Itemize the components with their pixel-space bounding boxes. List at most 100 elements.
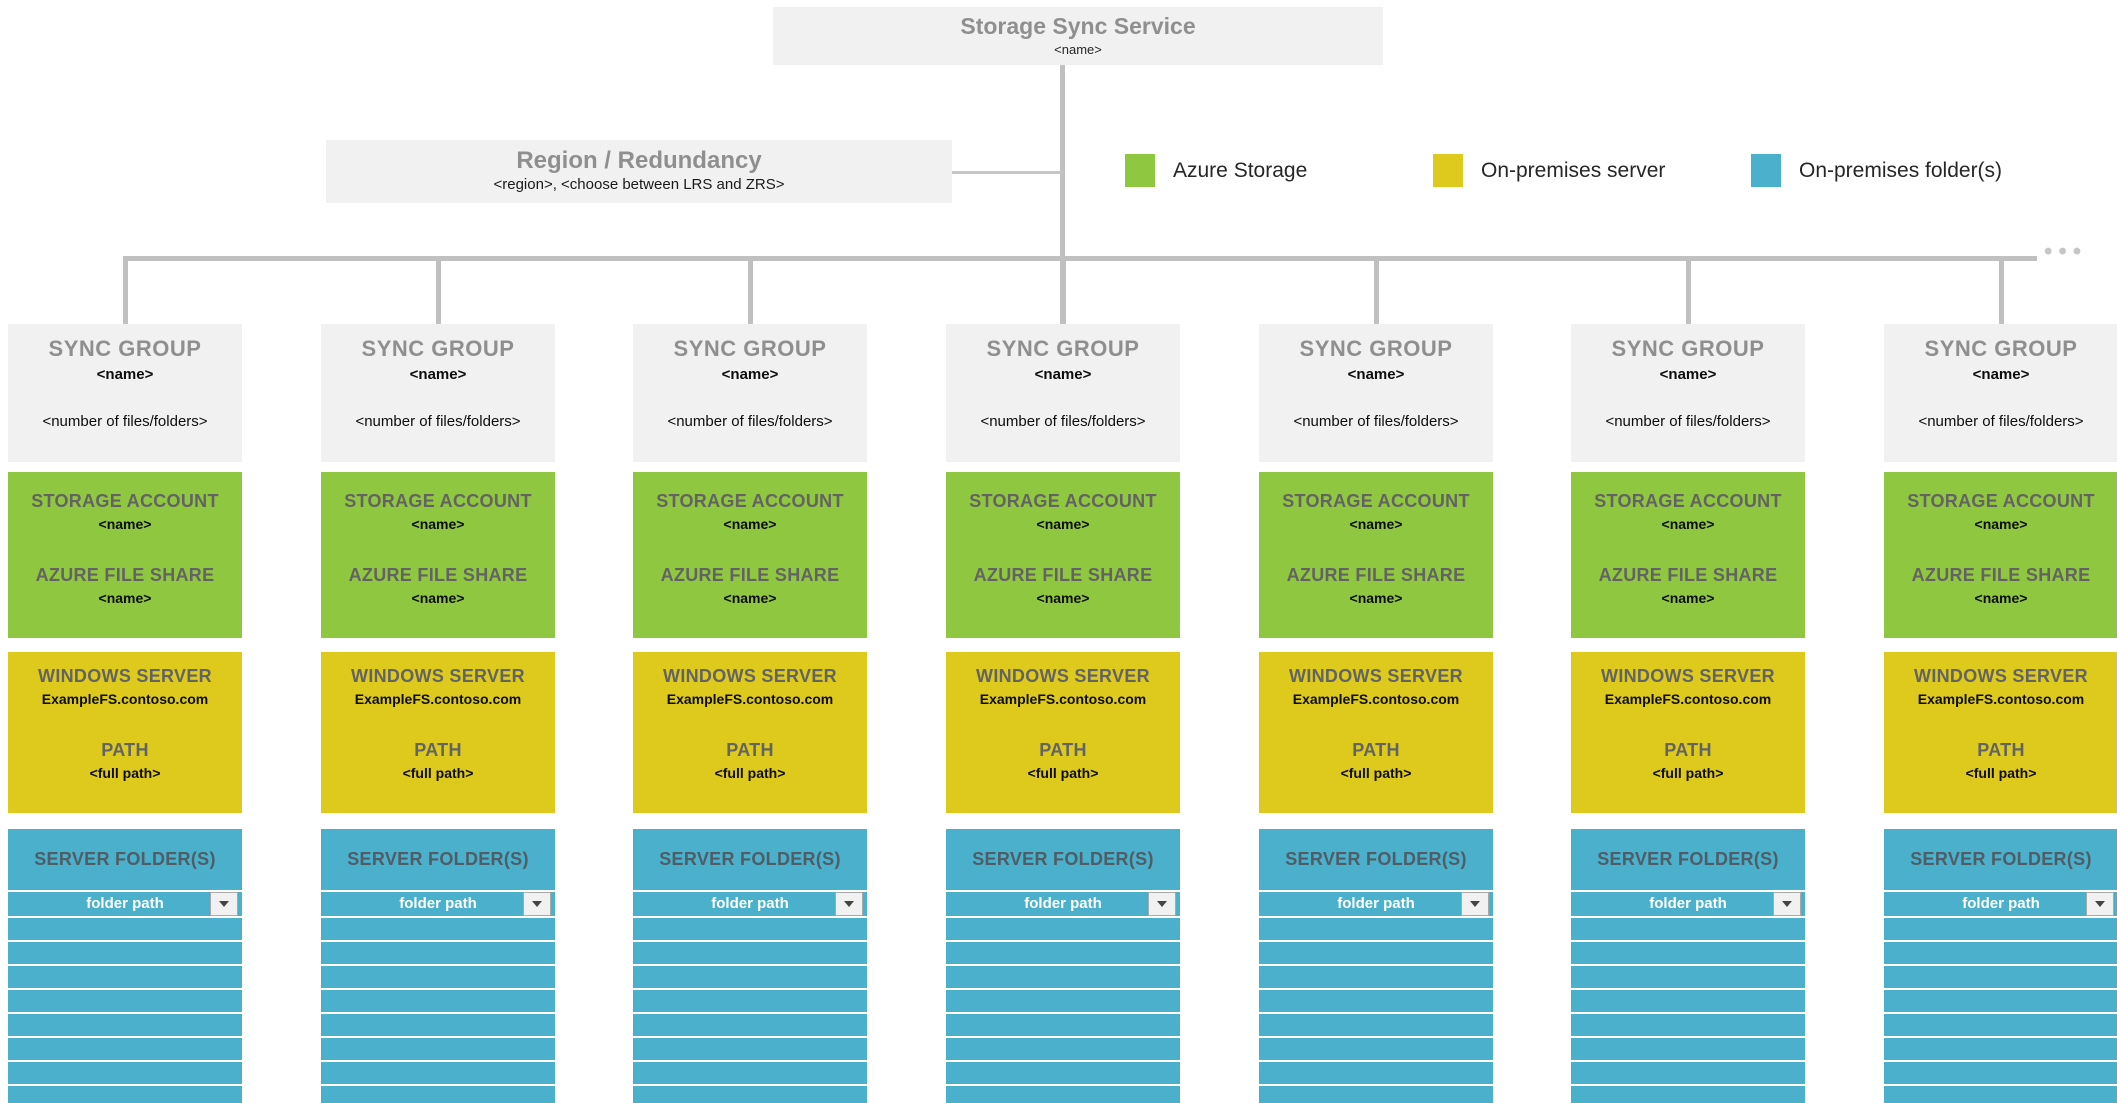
azure-file-share-heading: AZURE FILE SHARE xyxy=(1911,565,2091,585)
azure-file-share-name: <name> xyxy=(1349,590,1403,606)
folder-path-dropdown-button[interactable] xyxy=(523,892,551,916)
folder-row-empty xyxy=(321,988,555,1012)
folder-row-empty xyxy=(1259,940,1493,964)
folder-path-dropdown-button[interactable] xyxy=(1148,892,1176,916)
folder-rows-list xyxy=(321,916,555,1103)
folder-row-empty xyxy=(946,940,1180,964)
folder-path-cell[interactable]: folder path xyxy=(1884,890,2117,916)
azure-file-share-name: <name> xyxy=(1974,590,2028,606)
azure-storage-box: STORAGE ACCOUNT <name> AZURE FILE SHARE … xyxy=(321,472,555,638)
azure-file-share-heading: AZURE FILE SHARE xyxy=(348,565,528,585)
sync-group-title: SYNC GROUP xyxy=(1924,336,2078,361)
sync-group-count: <number of files/folders> xyxy=(1605,413,1771,430)
folder-row-empty xyxy=(633,916,867,940)
folder-row-empty xyxy=(321,1036,555,1060)
folder-row-empty xyxy=(946,964,1180,988)
folder-path-dropdown-button[interactable] xyxy=(835,892,863,916)
chevron-down-icon xyxy=(532,901,542,907)
chevron-down-icon xyxy=(219,901,229,907)
connector-drop-line xyxy=(1060,256,1066,324)
azure-file-share-name: <name> xyxy=(1661,590,1715,606)
windows-server-heading: WINDOWS SERVER xyxy=(38,666,212,686)
folder-row-empty xyxy=(633,940,867,964)
connector-root-vertical-line xyxy=(1060,65,1065,324)
folder-row-empty xyxy=(1259,1036,1493,1060)
storage-account-heading: STORAGE ACCOUNT xyxy=(1282,491,1470,511)
folder-row-empty xyxy=(946,1036,1180,1060)
sync-group-column: SYNC GROUP <name> <number of files/folde… xyxy=(633,256,867,1103)
folder-rows-list xyxy=(1259,916,1493,1103)
folder-path-cell[interactable]: folder path xyxy=(633,890,867,916)
folder-rows-list xyxy=(1571,916,1805,1103)
folder-row-empty xyxy=(946,988,1180,1012)
folder-row-empty xyxy=(8,1036,242,1060)
folder-row-empty xyxy=(1571,964,1805,988)
windows-server-box: WINDOWS SERVER ExampleFS.contoso.com PAT… xyxy=(1884,652,2117,813)
folder-path-dropdown-button[interactable] xyxy=(1461,892,1489,916)
azure-storage-box: STORAGE ACCOUNT <name> AZURE FILE SHARE … xyxy=(633,472,867,638)
server-folders-heading: SERVER FOLDER(S) xyxy=(659,849,841,869)
azure-storage-box: STORAGE ACCOUNT <name> AZURE FILE SHARE … xyxy=(8,472,242,638)
windows-server-name: ExampleFS.contoso.com xyxy=(1604,691,1772,707)
folder-path-cell[interactable]: folder path xyxy=(1571,890,1805,916)
sync-group-count: <number of files/folders> xyxy=(980,413,1146,430)
sync-group-name: <name> xyxy=(1347,366,1405,383)
windows-server-name: ExampleFS.contoso.com xyxy=(1917,691,2085,707)
folder-row-empty xyxy=(8,940,242,964)
chevron-down-icon xyxy=(844,901,854,907)
path-name: <full path> xyxy=(89,765,161,781)
sync-group-name: <name> xyxy=(409,366,467,383)
folder-row-empty xyxy=(946,916,1180,940)
storage-account-name: <name> xyxy=(1036,516,1090,532)
folder-row-empty xyxy=(1259,1012,1493,1036)
legend-label-on-premises-server: On-premises server xyxy=(1481,158,1666,182)
folder-row-empty xyxy=(1571,1036,1805,1060)
folder-row-empty xyxy=(1259,916,1493,940)
path-name: <full path> xyxy=(402,765,474,781)
sync-group-title: SYNC GROUP xyxy=(673,336,827,361)
storage-account-name: <name> xyxy=(1349,516,1403,532)
folder-row-empty xyxy=(1571,940,1805,964)
folder-path-cell[interactable]: folder path xyxy=(946,890,1180,916)
sync-group-box: SYNC GROUP <name> <number of files/folde… xyxy=(633,324,867,462)
windows-server-box: WINDOWS SERVER ExampleFS.contoso.com PAT… xyxy=(321,652,555,813)
storage-account-name: <name> xyxy=(411,516,465,532)
folder-path-cell[interactable]: folder path xyxy=(8,890,242,916)
folder-row-empty xyxy=(1884,1060,2117,1084)
windows-server-heading: WINDOWS SERVER xyxy=(1601,666,1775,686)
folder-row-empty xyxy=(1571,1084,1805,1103)
folder-path-dropdown-button[interactable] xyxy=(210,892,238,916)
folder-row-empty xyxy=(1571,1060,1805,1084)
folder-path-dropdown-button[interactable] xyxy=(2086,892,2114,916)
path-name: <full path> xyxy=(1652,765,1724,781)
legend-swatch-azure-storage xyxy=(1125,154,1155,187)
folder-path-cell[interactable]: folder path xyxy=(1259,890,1493,916)
server-folders-heading: SERVER FOLDER(S) xyxy=(972,849,1154,869)
folder-row-empty xyxy=(8,1012,242,1036)
server-folders-heading: SERVER FOLDER(S) xyxy=(1910,849,2092,869)
folder-path-dropdown-button[interactable] xyxy=(1773,892,1801,916)
connector-trunk-horizontal-line xyxy=(123,256,2037,261)
folder-path-label: folder path xyxy=(1962,895,2040,912)
path-heading: PATH xyxy=(726,740,774,760)
azure-file-share-name: <name> xyxy=(98,590,152,606)
sync-group-column: SYNC GROUP <name> <number of files/folde… xyxy=(8,256,242,1103)
folder-row-empty xyxy=(321,940,555,964)
connector-drop-line xyxy=(1998,256,2004,324)
sync-group-title: SYNC GROUP xyxy=(1299,336,1453,361)
sync-group-box: SYNC GROUP <name> <number of files/folde… xyxy=(1571,324,1805,462)
windows-server-name: ExampleFS.contoso.com xyxy=(41,691,209,707)
folder-row-empty xyxy=(1884,1012,2117,1036)
folder-row-empty xyxy=(1571,988,1805,1012)
server-folders-box: SERVER FOLDER(S) folder path xyxy=(1259,829,1493,1103)
legend-item-on-premises-server: On-premises server xyxy=(1433,154,1665,187)
windows-server-heading: WINDOWS SERVER xyxy=(1914,666,2088,686)
storage-account-name: <name> xyxy=(98,516,152,532)
folder-path-label: folder path xyxy=(1337,895,1415,912)
storage-account-heading: STORAGE ACCOUNT xyxy=(344,491,532,511)
folder-path-cell[interactable]: folder path xyxy=(321,890,555,916)
legend-item-azure-storage: Azure Storage xyxy=(1125,154,1307,187)
server-folders-heading: SERVER FOLDER(S) xyxy=(1597,849,1779,869)
connector-region-line xyxy=(949,171,1063,174)
